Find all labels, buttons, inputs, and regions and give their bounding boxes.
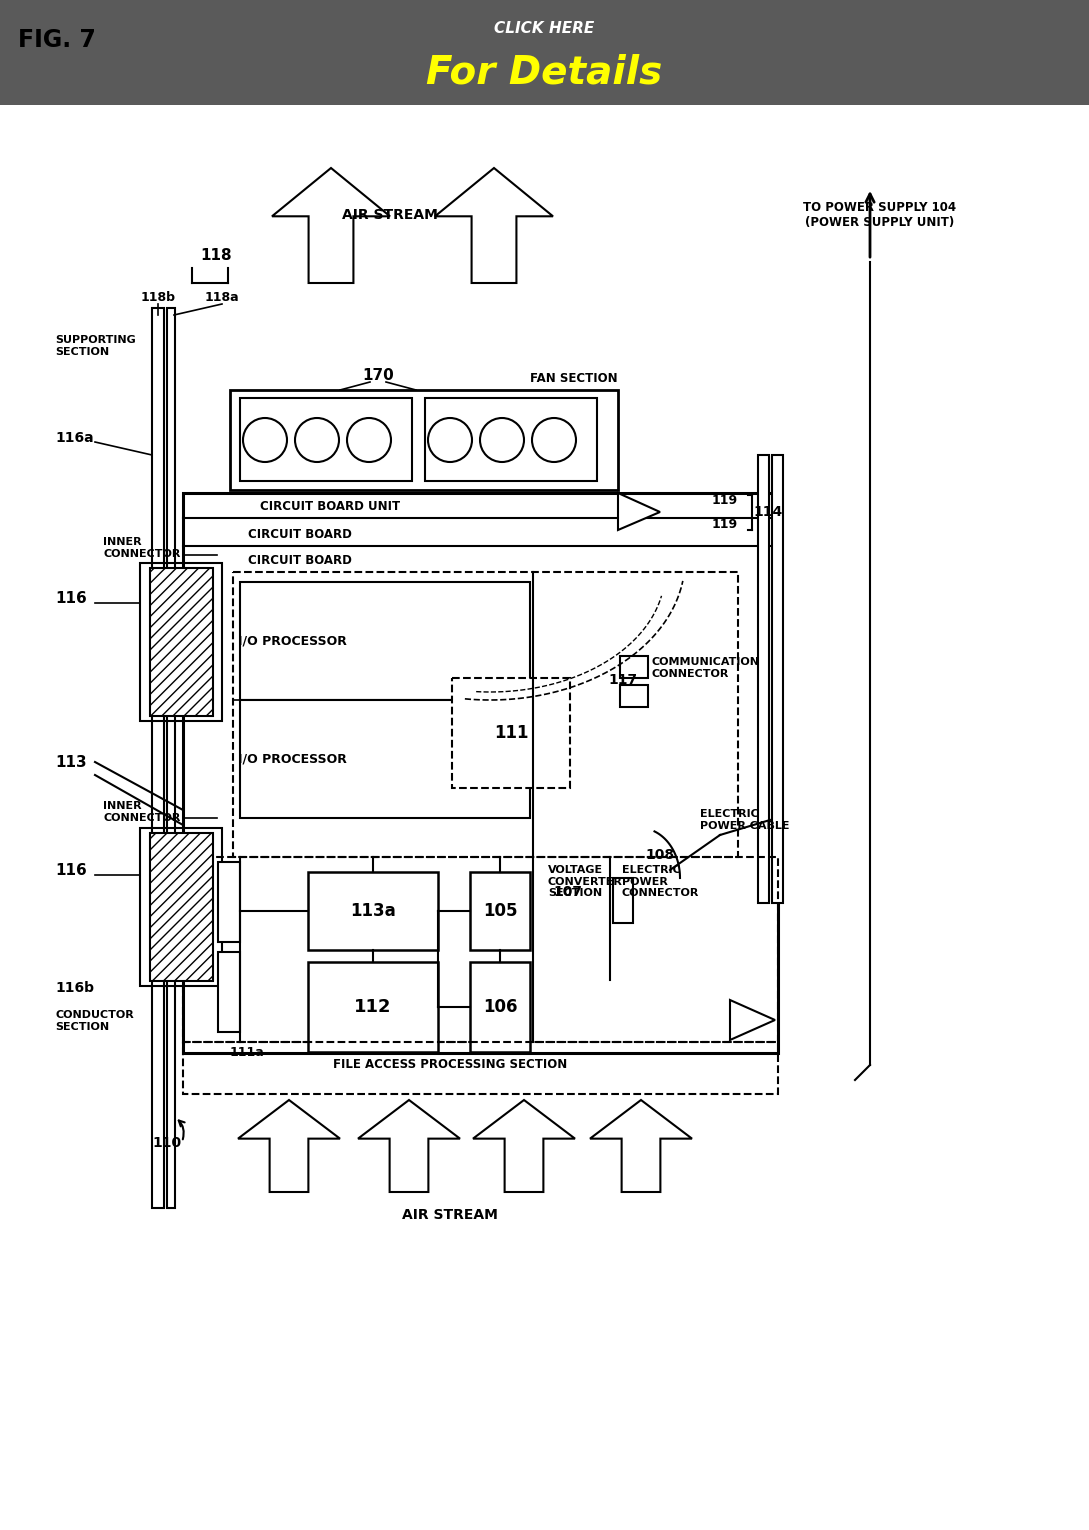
Polygon shape (590, 1100, 692, 1192)
Bar (233, 572, 738, 857)
Bar (150, 832, 213, 981)
Bar (240, 701, 530, 819)
Polygon shape (358, 1100, 460, 1192)
Text: FIG. 7: FIG. 7 (19, 28, 96, 52)
Bar (452, 678, 570, 788)
Bar (140, 563, 222, 721)
Bar (152, 308, 164, 1209)
Bar (150, 568, 213, 716)
Polygon shape (730, 1001, 775, 1040)
Text: 105: 105 (482, 903, 517, 920)
Text: 106: 106 (482, 998, 517, 1016)
Text: 108: 108 (646, 848, 674, 861)
Text: 170: 170 (363, 367, 394, 382)
Text: 113: 113 (56, 754, 87, 770)
Text: AIR STREAM: AIR STREAM (342, 208, 438, 222)
Text: 116: 116 (56, 591, 87, 606)
Bar (183, 857, 778, 1042)
Text: 116b: 116b (56, 981, 94, 994)
Bar (140, 828, 222, 985)
Text: 116a: 116a (56, 431, 94, 445)
Text: 118b: 118b (140, 291, 175, 303)
Text: SUPPORTING
SECTION: SUPPORTING SECTION (56, 335, 136, 356)
Text: CLICK HERE: CLICK HERE (494, 20, 595, 35)
Text: 119: 119 (712, 494, 738, 506)
Bar (183, 1042, 778, 1094)
Bar (758, 454, 769, 903)
Text: 113a: 113a (351, 903, 396, 920)
Bar (240, 398, 412, 480)
Bar (183, 493, 778, 1053)
Text: 111: 111 (493, 724, 528, 742)
Bar (470, 872, 530, 950)
Bar (230, 390, 617, 490)
Text: ELECTRIC
POWER
CONNECTOR: ELECTRIC POWER CONNECTOR (622, 864, 699, 898)
Bar (308, 962, 438, 1053)
Text: CIRCUIT BOARD: CIRCUIT BOARD (248, 528, 352, 540)
Bar (620, 685, 648, 707)
Polygon shape (473, 1100, 575, 1192)
Bar (0, 0, 1089, 106)
Text: FILE ACCESS PROCESSING SECTION: FILE ACCESS PROCESSING SECTION (333, 1059, 567, 1071)
Text: COMMUNICATION
CONNECTOR: COMMUNICATION CONNECTOR (652, 658, 760, 679)
Circle shape (533, 418, 576, 462)
Text: I/O PROCESSOR: I/O PROCESSOR (237, 635, 346, 647)
Circle shape (243, 418, 287, 462)
Polygon shape (272, 168, 390, 283)
Text: 112: 112 (354, 998, 392, 1016)
Text: For Details: For Details (426, 54, 662, 90)
Text: ELECTRIC
POWER CABLE: ELECTRIC POWER CABLE (700, 809, 790, 831)
Circle shape (347, 418, 391, 462)
Text: INNER
CONNECTOR: INNER CONNECTOR (103, 537, 181, 558)
Text: CIRCUIT BOARD: CIRCUIT BOARD (248, 554, 352, 566)
Text: CIRCUIT BOARD UNIT: CIRCUIT BOARD UNIT (260, 499, 400, 513)
Text: INNER
CONNECTOR: INNER CONNECTOR (103, 802, 181, 823)
Bar (218, 861, 240, 942)
Bar (218, 952, 240, 1033)
Bar (308, 872, 438, 950)
Circle shape (428, 418, 472, 462)
Circle shape (480, 418, 524, 462)
Text: 118a: 118a (205, 291, 240, 303)
Text: TO POWER SUPPLY 104
(POWER SUPPLY UNIT): TO POWER SUPPLY 104 (POWER SUPPLY UNIT) (804, 200, 956, 230)
Text: VOLTAGE
CONVERTER
SECTION: VOLTAGE CONVERTER SECTION (548, 864, 623, 898)
Bar (772, 454, 783, 903)
Text: 110: 110 (152, 1135, 181, 1151)
Bar (425, 398, 597, 480)
Polygon shape (617, 493, 660, 529)
Text: 107: 107 (553, 884, 583, 900)
Bar (167, 308, 175, 1209)
Polygon shape (238, 1100, 340, 1192)
Text: I/O PROCESSOR: I/O PROCESSOR (237, 753, 346, 765)
Text: FAN SECTION: FAN SECTION (530, 372, 617, 384)
Circle shape (295, 418, 339, 462)
Text: 114: 114 (754, 505, 783, 519)
Polygon shape (435, 168, 553, 283)
Text: CONDUCTOR
SECTION: CONDUCTOR SECTION (56, 1010, 134, 1031)
Text: 118: 118 (200, 248, 232, 263)
Bar (613, 878, 633, 923)
Text: 116: 116 (56, 863, 87, 878)
Bar (470, 962, 530, 1053)
Text: 117: 117 (608, 673, 637, 687)
Text: AIR STREAM: AIR STREAM (402, 1209, 498, 1222)
Bar (620, 656, 648, 678)
Text: 111a: 111a (230, 1045, 265, 1059)
Text: 119: 119 (712, 517, 738, 531)
Bar (240, 581, 530, 701)
